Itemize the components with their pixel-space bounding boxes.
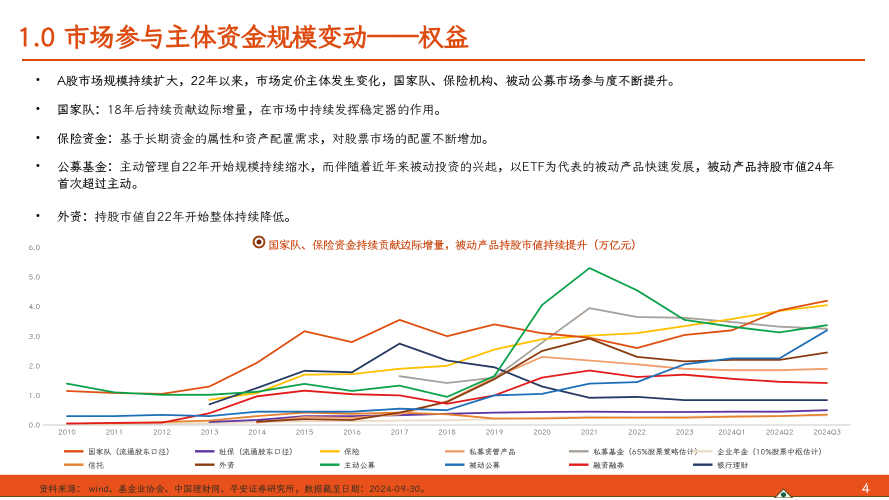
svg-text:2024Q1: 2024Q1	[718, 427, 746, 438]
svg-text:2013: 2013	[201, 427, 219, 438]
svg-text:2020: 2020	[533, 427, 551, 438]
svg-text:融资融券: 融资融券	[593, 460, 624, 471]
svg-text:私募基金（65%股票策略估计）: 私募基金（65%股票策略估计）	[593, 447, 702, 458]
svg-text:6.0: 6.0	[29, 242, 40, 253]
svg-text:2012: 2012	[153, 427, 171, 438]
svg-text:4.0: 4.0	[29, 301, 40, 312]
svg-text:2017: 2017	[391, 427, 409, 438]
svg-text:2024Q3: 2024Q3	[813, 427, 841, 438]
svg-text:0.0: 0.0	[29, 420, 40, 431]
svg-text:外资: 外资	[219, 460, 235, 471]
svg-text:2018: 2018	[438, 427, 456, 438]
svg-text:1.0: 1.0	[29, 390, 40, 401]
svg-text:2.0: 2.0	[29, 360, 40, 371]
svg-text:2015: 2015	[296, 427, 314, 438]
svg-text:私募资管产品: 私募资管产品	[469, 447, 516, 458]
svg-text:2019: 2019	[486, 427, 504, 438]
svg-text:国家队（流通股东口径）: 国家队（流通股东口径）	[88, 447, 174, 458]
svg-text:被动公募: 被动公募	[469, 460, 500, 471]
svg-text:企业年金（10%股票中枢估计）: 企业年金（10%股票中枢估计）	[717, 447, 826, 458]
svg-text:2011: 2011	[106, 427, 124, 438]
svg-text:主动公募: 主动公募	[344, 460, 375, 471]
svg-text:5.0: 5.0	[29, 272, 40, 283]
svg-text:3.0: 3.0	[29, 331, 40, 342]
svg-text:社保（流通股东口径）: 社保（流通股东口径）	[219, 447, 297, 458]
svg-text:银行理财: 银行理财	[717, 460, 749, 471]
svg-text:2014: 2014	[248, 427, 266, 438]
svg-text:2021: 2021	[581, 427, 599, 438]
svg-text:2024Q2: 2024Q2	[766, 427, 794, 438]
svg-text:2016: 2016	[343, 427, 361, 438]
svg-text:2022: 2022	[628, 427, 646, 438]
svg-text:保险: 保险	[344, 447, 360, 458]
svg-text:信托: 信托	[87, 460, 104, 471]
svg-text:2023: 2023	[676, 427, 694, 438]
svg-text:2010: 2010	[58, 427, 76, 438]
